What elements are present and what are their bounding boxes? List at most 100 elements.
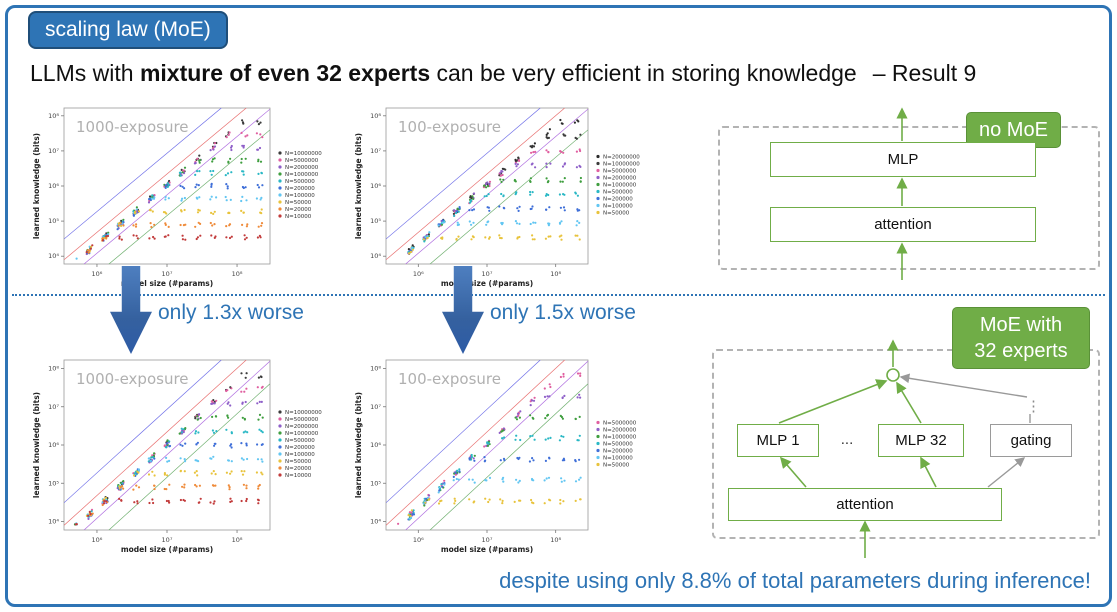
svg-text:N=5000000: N=5000000 bbox=[285, 417, 319, 423]
gating-vertical-dots: ⋮ bbox=[1026, 398, 1041, 415]
svg-text:10⁸: 10⁸ bbox=[232, 270, 243, 278]
svg-text:learned knowledge (bits): learned knowledge (bits) bbox=[32, 133, 41, 239]
svg-text:10⁵: 10⁵ bbox=[370, 479, 381, 487]
svg-text:N=1000000: N=1000000 bbox=[603, 183, 637, 189]
svg-text:N=5000000: N=5000000 bbox=[285, 158, 319, 164]
svg-text:100-exposure: 100-exposure bbox=[398, 118, 501, 136]
moe-block-outline bbox=[712, 349, 1100, 539]
chart-canvas: 10⁶ 10⁷ 10⁸ 10⁸ 10⁷ 10⁶ 10⁵ 10⁴ model size (#par… bbox=[354, 107, 640, 288]
svg-text:N=500000: N=500000 bbox=[285, 179, 315, 185]
svg-text:learned knowledge (bits): learned knowledge (bits) bbox=[354, 392, 363, 498]
svg-text:10⁴: 10⁴ bbox=[370, 252, 381, 260]
svg-text:N=50000: N=50000 bbox=[285, 459, 312, 465]
scatter-plot-100-exposure-dense: 10⁶ 10⁷ 10⁸ 10⁸ 10⁷ 10⁶ 10⁵ 10⁴ model size (#par… bbox=[352, 100, 660, 292]
svg-text:N=20000000: N=20000000 bbox=[603, 155, 640, 161]
scatter-plot-100-exposure-moe: 10⁶ 10⁷ 10⁸ 10⁸ 10⁷ 10⁶ 10⁵ 10⁴ model size (#par… bbox=[352, 352, 660, 558]
svg-text:N=10000000: N=10000000 bbox=[285, 151, 322, 157]
mlp-box: MLP bbox=[770, 142, 1036, 177]
title-result-tag: – Result 9 bbox=[872, 60, 977, 86]
dotted-divider bbox=[12, 294, 1105, 296]
mlp-1-box: MLP 1 bbox=[737, 424, 819, 457]
svg-text:model size (#params): model size (#params) bbox=[121, 545, 213, 554]
svg-text:10⁷: 10⁷ bbox=[482, 536, 493, 544]
svg-text:N=50000: N=50000 bbox=[603, 211, 630, 217]
svg-text:10⁶: 10⁶ bbox=[92, 270, 103, 278]
mlp-label: MLP bbox=[887, 151, 919, 168]
moe-badge: MoE with 32 experts bbox=[952, 307, 1090, 369]
slide-title: LLMs with mixture of even 32 experts can… bbox=[30, 60, 1108, 87]
svg-text:N=1000000: N=1000000 bbox=[285, 172, 319, 178]
svg-text:N=200000: N=200000 bbox=[603, 197, 633, 203]
gating-label: gating bbox=[1010, 432, 1052, 449]
svg-text:N=500000: N=500000 bbox=[603, 190, 633, 196]
svg-text:N=50000: N=50000 bbox=[603, 463, 630, 469]
svg-text:100-exposure: 100-exposure bbox=[398, 370, 501, 388]
svg-text:N=100000: N=100000 bbox=[603, 204, 633, 210]
svg-text:N=10000: N=10000 bbox=[285, 214, 312, 220]
svg-text:10⁴: 10⁴ bbox=[370, 518, 381, 526]
svg-text:10⁶: 10⁶ bbox=[92, 536, 103, 544]
svg-text:10⁸: 10⁸ bbox=[48, 112, 59, 120]
svg-text:10⁵: 10⁵ bbox=[48, 479, 59, 487]
svg-text:N=50000: N=50000 bbox=[285, 200, 312, 206]
svg-text:10⁵: 10⁵ bbox=[370, 217, 381, 225]
svg-text:N=200000: N=200000 bbox=[603, 449, 633, 455]
svg-text:10⁸: 10⁸ bbox=[370, 112, 381, 120]
gating-box: gating bbox=[990, 424, 1072, 457]
svg-text:10⁶: 10⁶ bbox=[413, 270, 424, 278]
mlp-32-box: MLP 32 bbox=[878, 424, 964, 457]
svg-text:10⁷: 10⁷ bbox=[482, 270, 493, 278]
svg-text:N=10000000: N=10000000 bbox=[603, 162, 640, 168]
chart-canvas: 10⁶ 10⁷ 10⁸ 10⁸ 10⁷ 10⁶ 10⁵ 10⁴ model size (#par… bbox=[354, 359, 637, 554]
moe-badge-line2: 32 experts bbox=[974, 340, 1068, 362]
svg-text:learned knowledge (bits): learned knowledge (bits) bbox=[32, 392, 41, 498]
svg-text:10⁸: 10⁸ bbox=[232, 536, 243, 544]
svg-text:10⁷: 10⁷ bbox=[162, 536, 173, 544]
no-moe-block-outline bbox=[718, 126, 1100, 270]
svg-text:10⁶: 10⁶ bbox=[48, 441, 59, 449]
title-bold: mixture of even 32 experts bbox=[139, 60, 431, 86]
svg-text:10⁷: 10⁷ bbox=[370, 147, 381, 155]
svg-text:10⁴: 10⁴ bbox=[48, 252, 59, 260]
title-prefix: LLMs with bbox=[30, 60, 140, 86]
svg-text:10⁷: 10⁷ bbox=[370, 403, 381, 411]
svg-text:N=5000000: N=5000000 bbox=[603, 421, 637, 427]
svg-text:model size (#params): model size (#params) bbox=[441, 279, 533, 288]
svg-text:10⁶: 10⁶ bbox=[48, 182, 59, 190]
svg-text:10⁸: 10⁸ bbox=[48, 365, 59, 373]
moe-attention-label: attention bbox=[836, 496, 894, 513]
arrow-label-left: only 1.3x worse bbox=[158, 301, 304, 324]
svg-text:1000-exposure: 1000-exposure bbox=[76, 370, 189, 388]
svg-text:10⁸: 10⁸ bbox=[550, 270, 561, 278]
attention-label: attention bbox=[874, 216, 932, 233]
moe-attention-box: attention bbox=[728, 488, 1002, 521]
svg-text:N=100000: N=100000 bbox=[603, 456, 633, 462]
svg-text:N=1000000: N=1000000 bbox=[603, 435, 637, 441]
svg-text:N=20000: N=20000 bbox=[285, 207, 312, 213]
svg-text:N=500000: N=500000 bbox=[285, 438, 315, 444]
svg-text:10⁴: 10⁴ bbox=[48, 518, 59, 526]
svg-text:10⁶: 10⁶ bbox=[370, 441, 381, 449]
svg-text:10⁵: 10⁵ bbox=[48, 217, 59, 225]
scatter-plot-1000-exposure-dense: 10⁶ 10⁷ 10⁸ 10⁸ 10⁷ 10⁶ 10⁵ 10⁴ model size (#par… bbox=[30, 100, 342, 292]
svg-text:10⁸: 10⁸ bbox=[550, 536, 561, 544]
svg-text:N=2000000: N=2000000 bbox=[285, 424, 319, 430]
svg-text:model size (#params): model size (#params) bbox=[441, 545, 533, 554]
scatter-plot-1000-exposure-moe: 10⁶ 10⁷ 10⁸ 10⁸ 10⁷ 10⁶ 10⁵ 10⁴ model size (#par… bbox=[30, 352, 342, 558]
mlp-32-label: MLP 32 bbox=[895, 432, 947, 449]
moe-badge-line1: MoE with bbox=[979, 314, 1063, 336]
chart-canvas: 10⁶ 10⁷ 10⁸ 10⁸ 10⁷ 10⁶ 10⁵ 10⁴ model size (#par… bbox=[32, 359, 322, 554]
svg-text:N=10000: N=10000 bbox=[285, 473, 312, 479]
svg-text:10⁷: 10⁷ bbox=[48, 147, 59, 155]
svg-text:N=200000: N=200000 bbox=[285, 186, 315, 192]
svg-text:N=20000: N=20000 bbox=[285, 466, 312, 472]
svg-text:N=2000000: N=2000000 bbox=[603, 428, 637, 434]
svg-text:N=100000: N=100000 bbox=[285, 452, 315, 458]
svg-text:learned knowledge (bits): learned knowledge (bits) bbox=[354, 133, 363, 239]
svg-text:N=2000000: N=2000000 bbox=[603, 176, 637, 182]
mlp-1-label: MLP 1 bbox=[756, 432, 800, 449]
svg-text:N=100000: N=100000 bbox=[285, 193, 315, 199]
chart-canvas: 10⁶ 10⁷ 10⁸ 10⁸ 10⁷ 10⁶ 10⁵ 10⁴ model size (#par… bbox=[32, 107, 322, 288]
svg-text:10⁷: 10⁷ bbox=[162, 270, 173, 278]
